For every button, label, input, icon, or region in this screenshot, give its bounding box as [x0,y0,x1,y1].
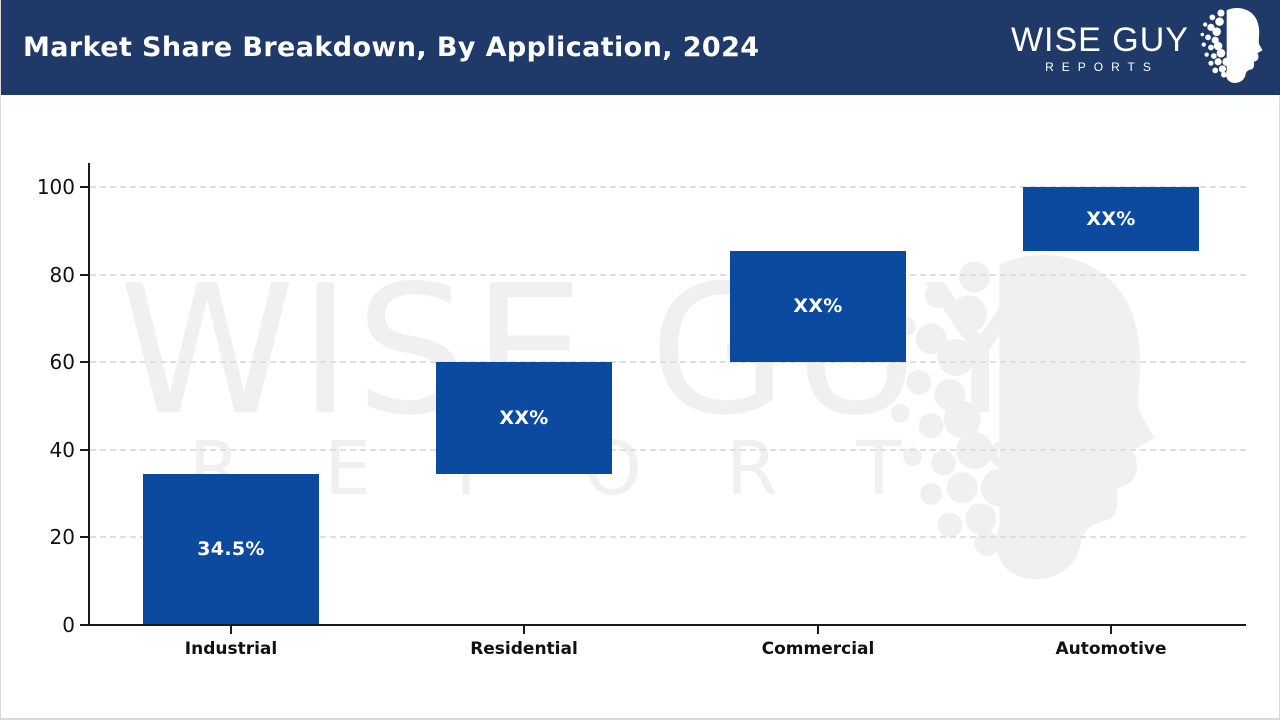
bar-value-label: 34.5% [197,538,265,561]
gridline-60 [90,361,1246,364]
y-tick-label-60: 60 [49,350,75,375]
x-tick-industrial [230,626,232,634]
y-tick-60 [80,361,88,364]
x-tick-label-commercial: Commercial [761,639,875,659]
dotted-head-logo-icon [1195,3,1267,93]
x-tick-label-automotive: Automotive [1055,639,1167,659]
bar-value-label: XX% [793,295,843,318]
y-tick-label-0: 0 [62,613,75,637]
bar-industrial: 34.5% [143,473,319,625]
x-tick-residential [523,626,525,634]
y-tick-label-100: 100 [36,175,75,199]
bar-commercial: XX% [730,250,906,363]
page-title: Market Share Breakdown, By Application, … [23,32,760,63]
y-tick-label-20: 20 [49,525,75,550]
y-tick-0 [80,624,88,626]
bar-value-label: XX% [1086,207,1136,230]
brand-logo: WISE GUY REPORTS [1011,3,1267,93]
bar-residential: XX% [436,362,612,474]
y-tick-20 [80,536,88,539]
x-tick-commercial [817,626,819,634]
y-tick-label-40: 40 [49,437,75,462]
gridline-20 [90,536,1246,539]
brand-subtitle: REPORTS [1045,59,1159,74]
y-tick-100 [80,186,88,188]
brand-logo-text: WISE GUY REPORTS [1011,23,1189,73]
x-tick-label-industrial: Industrial [184,639,278,659]
gridline-100 [90,186,1246,188]
y-tick-40 [80,448,88,451]
brand-name: WISE GUY [1010,20,1189,59]
y-axis-line [88,163,90,626]
x-axis-line [88,624,1246,626]
y-tick-label-80: 80 [49,262,75,287]
bar-value-label: XX% [499,407,549,430]
gridline-80 [90,273,1246,276]
x-tick-automotive [1110,626,1112,634]
gridline-40 [90,448,1246,451]
bar-automotive: XX% [1023,187,1199,251]
y-tick-80 [80,273,88,276]
x-tick-label-residential: Residential [470,639,578,659]
header-bar: Market Share Breakdown, By Application, … [1,0,1280,95]
bottom-border [1,718,1280,720]
